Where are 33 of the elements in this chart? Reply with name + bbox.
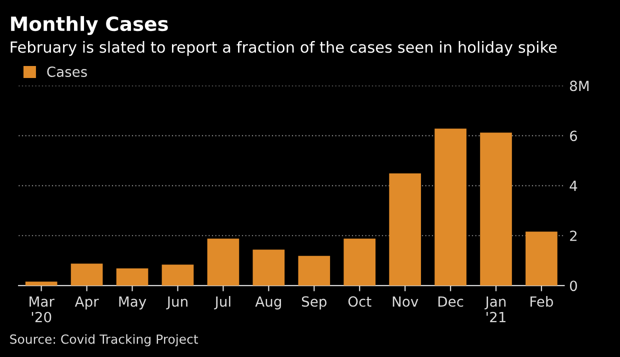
bar <box>389 173 421 286</box>
y-tick-label: 4 <box>570 180 578 191</box>
x-tick-label: Nov <box>392 296 418 307</box>
bar <box>70 264 103 286</box>
x-tick-label: Jan '21 <box>484 296 506 322</box>
x-tick-label: Jun <box>166 296 188 310</box>
chart-title: Monthly Cases <box>11 16 168 36</box>
bar <box>344 238 376 286</box>
x-tick-label: Jul <box>214 296 230 310</box>
y-tick-label: 6 <box>570 130 578 142</box>
bar <box>207 238 240 286</box>
y-tick-label: 0 <box>570 280 577 292</box>
bar <box>298 256 330 286</box>
bar <box>252 250 285 286</box>
bar <box>116 268 148 286</box>
source-note: Source: Covid Tracking Project <box>10 334 198 346</box>
bar <box>480 132 512 286</box>
x-tick-label: Sep <box>302 296 326 310</box>
bar <box>162 264 194 286</box>
bar <box>25 282 58 286</box>
x-tick-label: Aug <box>255 296 281 310</box>
x-tick-label: Apr <box>74 296 99 310</box>
chart-subtitle: February is slated to report a fraction of the cases seen in holiday spike <box>10 41 557 56</box>
bar <box>434 128 466 286</box>
x-tick-label: May <box>119 296 146 310</box>
y-tick-label: 8M <box>570 80 589 92</box>
x-tick-label: Dec <box>438 296 464 307</box>
x-tick-label: Mar '20 <box>30 296 54 322</box>
legend-label: Cases <box>47 66 87 77</box>
x-tick-label: Feb <box>530 296 553 307</box>
y-tick-label: 2 <box>570 230 577 241</box>
bar <box>526 232 558 286</box>
x-tick-label: Oct <box>348 296 372 307</box>
